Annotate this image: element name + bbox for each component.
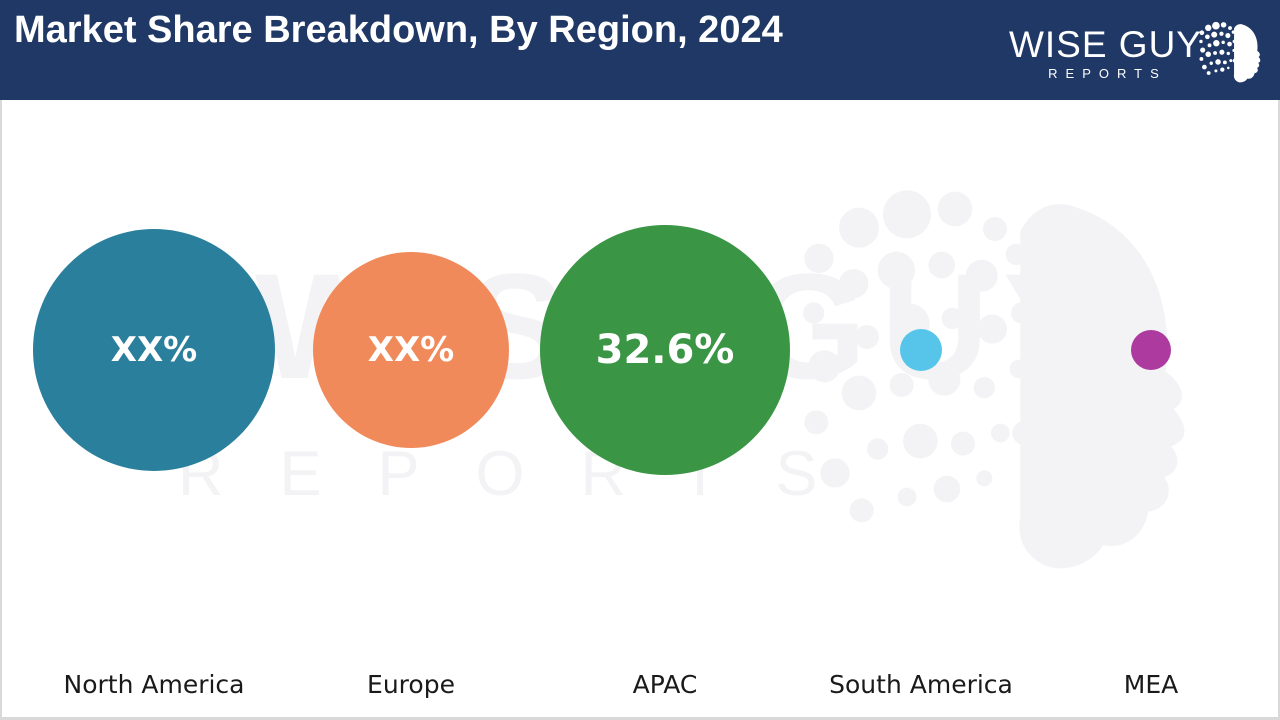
bubble-north-america: XX% bbox=[33, 229, 275, 471]
category-label-south-america: South America bbox=[829, 670, 1013, 699]
page-title: Market Share Breakdown, By Region, 2024 bbox=[14, 9, 783, 51]
category-label-europe: Europe bbox=[367, 670, 455, 699]
bubble-europe: XX% bbox=[313, 252, 509, 448]
chart-canvas: WISE GUY REPORTS XX%North AmericaXX%Euro… bbox=[0, 100, 1280, 720]
bubble-value-europe: XX% bbox=[367, 330, 455, 370]
logo-head-icon bbox=[1199, 21, 1261, 83]
category-label-mea: MEA bbox=[1123, 670, 1179, 699]
bubble-mea bbox=[1131, 330, 1171, 370]
category-label-north-america: North America bbox=[63, 670, 245, 699]
logo-subtitle: REPORTS bbox=[1048, 66, 1167, 81]
bubble-south-america bbox=[900, 329, 942, 371]
category-label-apac: APAC bbox=[632, 670, 698, 699]
bubble-apac: 32.6% bbox=[540, 225, 790, 475]
logo-text: WISE GUY REPORTS bbox=[1008, 24, 1202, 82]
header-bar: Market Share Breakdown, By Region, 2024 … bbox=[0, 0, 1280, 100]
bubble-value-apac: 32.6% bbox=[595, 327, 735, 373]
bubble-value-north-america: XX% bbox=[110, 330, 198, 370]
watermark-reports-text: REPORTS bbox=[178, 439, 874, 509]
logo-wordmark: WISE GUY bbox=[1008, 24, 1202, 65]
watermark-head-icon bbox=[803, 190, 1185, 569]
wise-guy-logo: WISE GUY REPORTS bbox=[1009, 6, 1262, 100]
chart-area: WISE GUY REPORTS XX%North AmericaXX%Euro… bbox=[2, 100, 1278, 717]
